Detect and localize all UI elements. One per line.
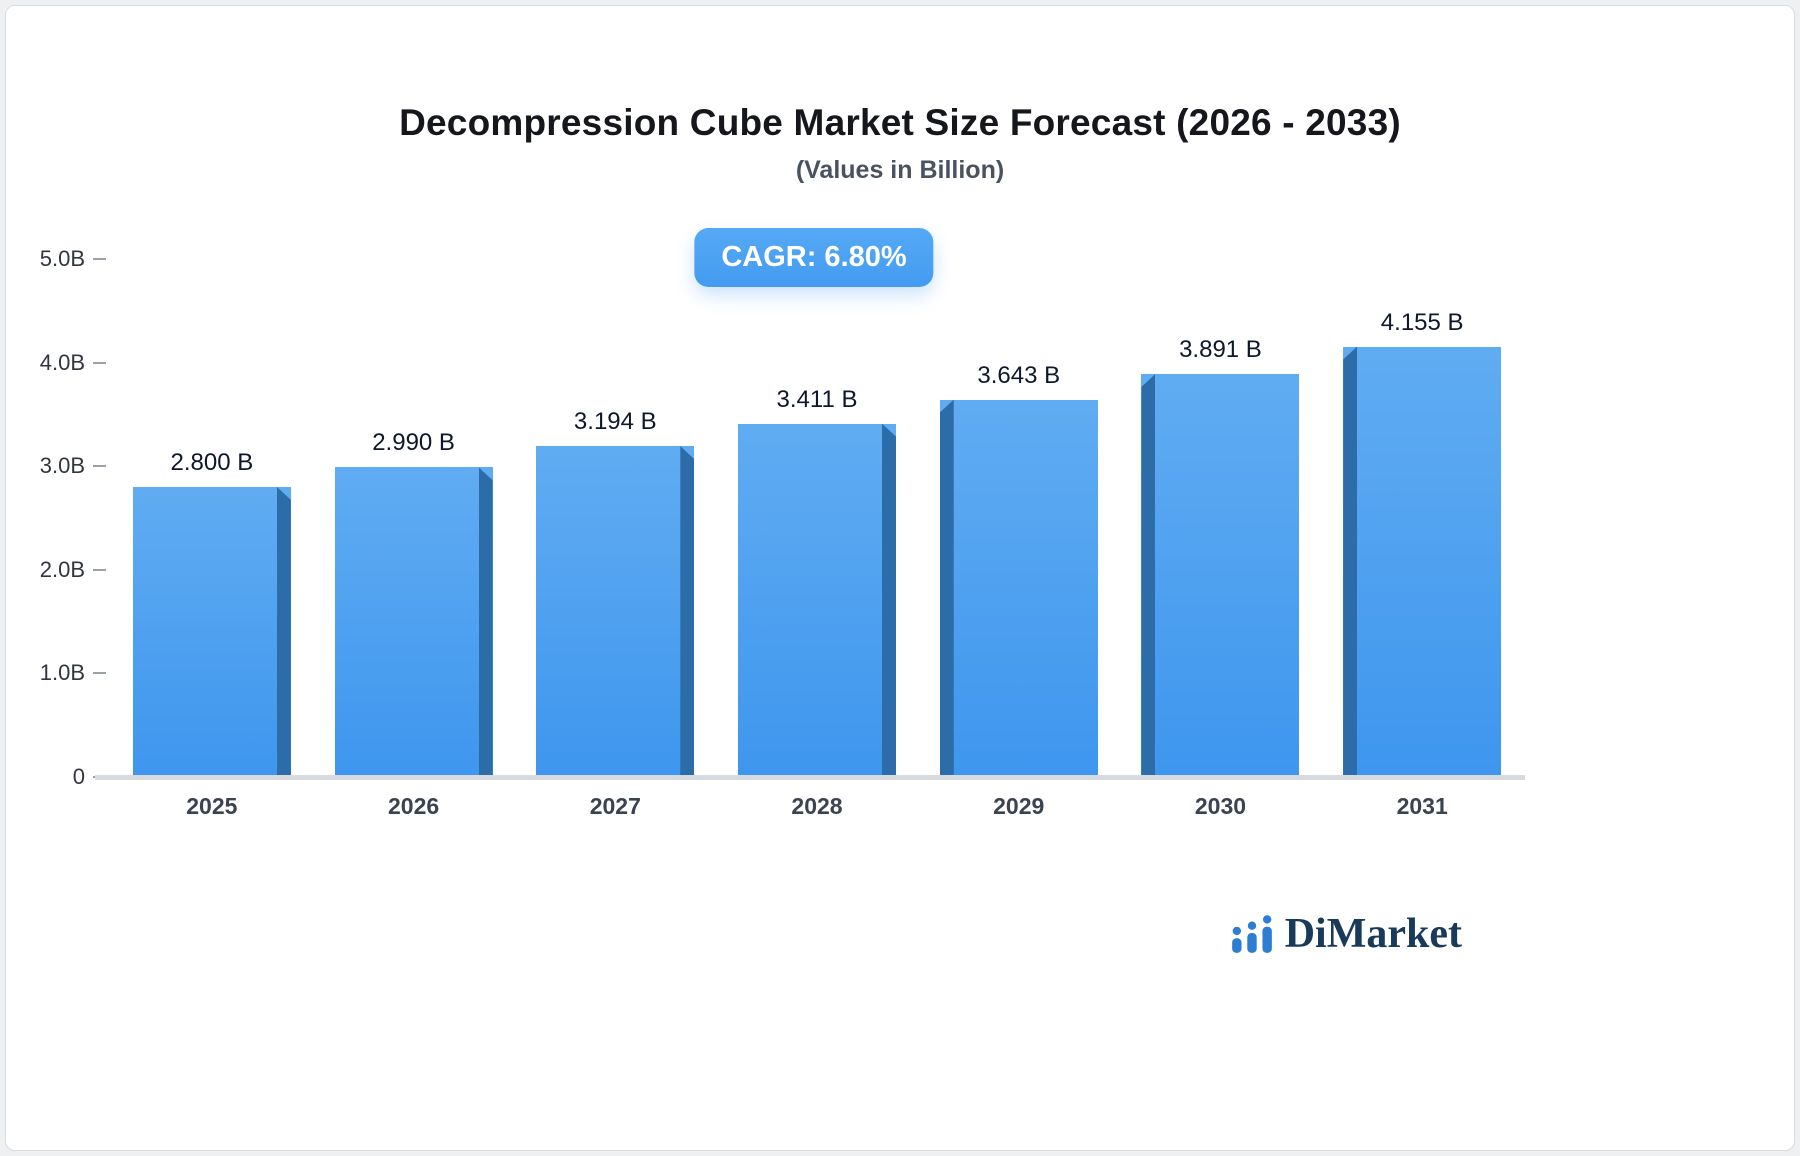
y-tick-mark [93,568,106,571]
bar-2025 [132,486,291,777]
cagr-badge: CAGR: 6.80% [694,228,934,287]
y-tick: 0 [6,764,106,790]
y-tick-label: 2.0B [39,556,85,582]
y-tick: 5.0B [6,246,106,272]
bar-value-label: 3.411 B [776,385,858,413]
bar-chart-logo-icon [1231,915,1272,953]
x-label-2030: 2030 [1194,793,1247,819]
bar-2030 [1141,373,1300,777]
y-axis: 0 1.0B 2.0B 3.0B 4.0B 5.0B [6,246,106,789]
bar-slot: 3.194 B [514,259,716,777]
x-label-2026: 2026 [387,793,440,819]
logo-text: DiMarket [1284,911,1462,957]
bar-2031 [1343,346,1502,777]
bar-value-label: 3.891 B [1179,335,1262,363]
bar-value-label: 3.194 B [573,408,657,436]
chart-card: Decompression Cube Market Size Forecast … [5,5,1795,1151]
bar-value-label: 2.800 B [170,448,254,476]
chart-subtitle: (Values in Billion) [795,156,1005,184]
bar-2028 [738,423,897,777]
bar-2026 [334,467,493,777]
x-label-2029: 2029 [993,793,1045,819]
y-tick-mark [93,465,106,468]
x-axis-labels: 2025 2026 2027 2028 2029 2030 2031 [111,793,1523,820]
bar-2027 [536,446,695,777]
bar-slot: 3.643 B [918,259,1120,777]
y-tick: 3.0B [6,453,106,479]
y-tick-mark [93,672,106,675]
y-tick-label: 3.0B [39,453,85,479]
bar-slot: 2.800 B [111,259,313,777]
y-tick: 4.0B [6,350,106,376]
bar-slot: 2.990 B [313,259,515,777]
x-label-2025: 2025 [186,793,238,819]
y-tick-label: 5.0B [39,246,85,271]
x-axis-line [95,775,1525,780]
y-tick: 1.0B [6,660,106,686]
x-label-2028: 2028 [791,793,843,819]
plot-area: 2.800 B 2.990 B 3.194 B 3.411 B 3.643 B 3.891… [95,259,1525,780]
bar-value-label: 3.643 B [977,361,1061,389]
bars: 2.800 B 2.990 B 3.194 B 3.411 B 3.643 B 3.891… [111,259,1523,777]
bar-slot: 4.155 B [1321,259,1523,777]
chart-title: Decompression Cube Market Size Forecast … [399,102,1401,143]
bar-value-label: 4.155 B [1380,308,1464,336]
bar-slot: 3.891 B [1120,259,1322,777]
y-tick: 2.0B [6,557,106,583]
y-tick-label: 0 [72,764,85,789]
bar-2029 [939,399,1098,777]
bar-slot: 3.411 B [716,259,918,777]
dimarket-logo: DiMarket [1229,909,1462,955]
y-tick-mark [93,361,106,364]
y-tick-label: 4.0B [39,349,85,375]
y-tick-mark [93,258,106,260]
x-label-2031: 2031 [1396,793,1448,819]
y-tick-label: 1.0B [39,660,85,686]
bar-value-label: 2.990 B [372,429,455,457]
x-label-2027: 2027 [589,793,641,819]
